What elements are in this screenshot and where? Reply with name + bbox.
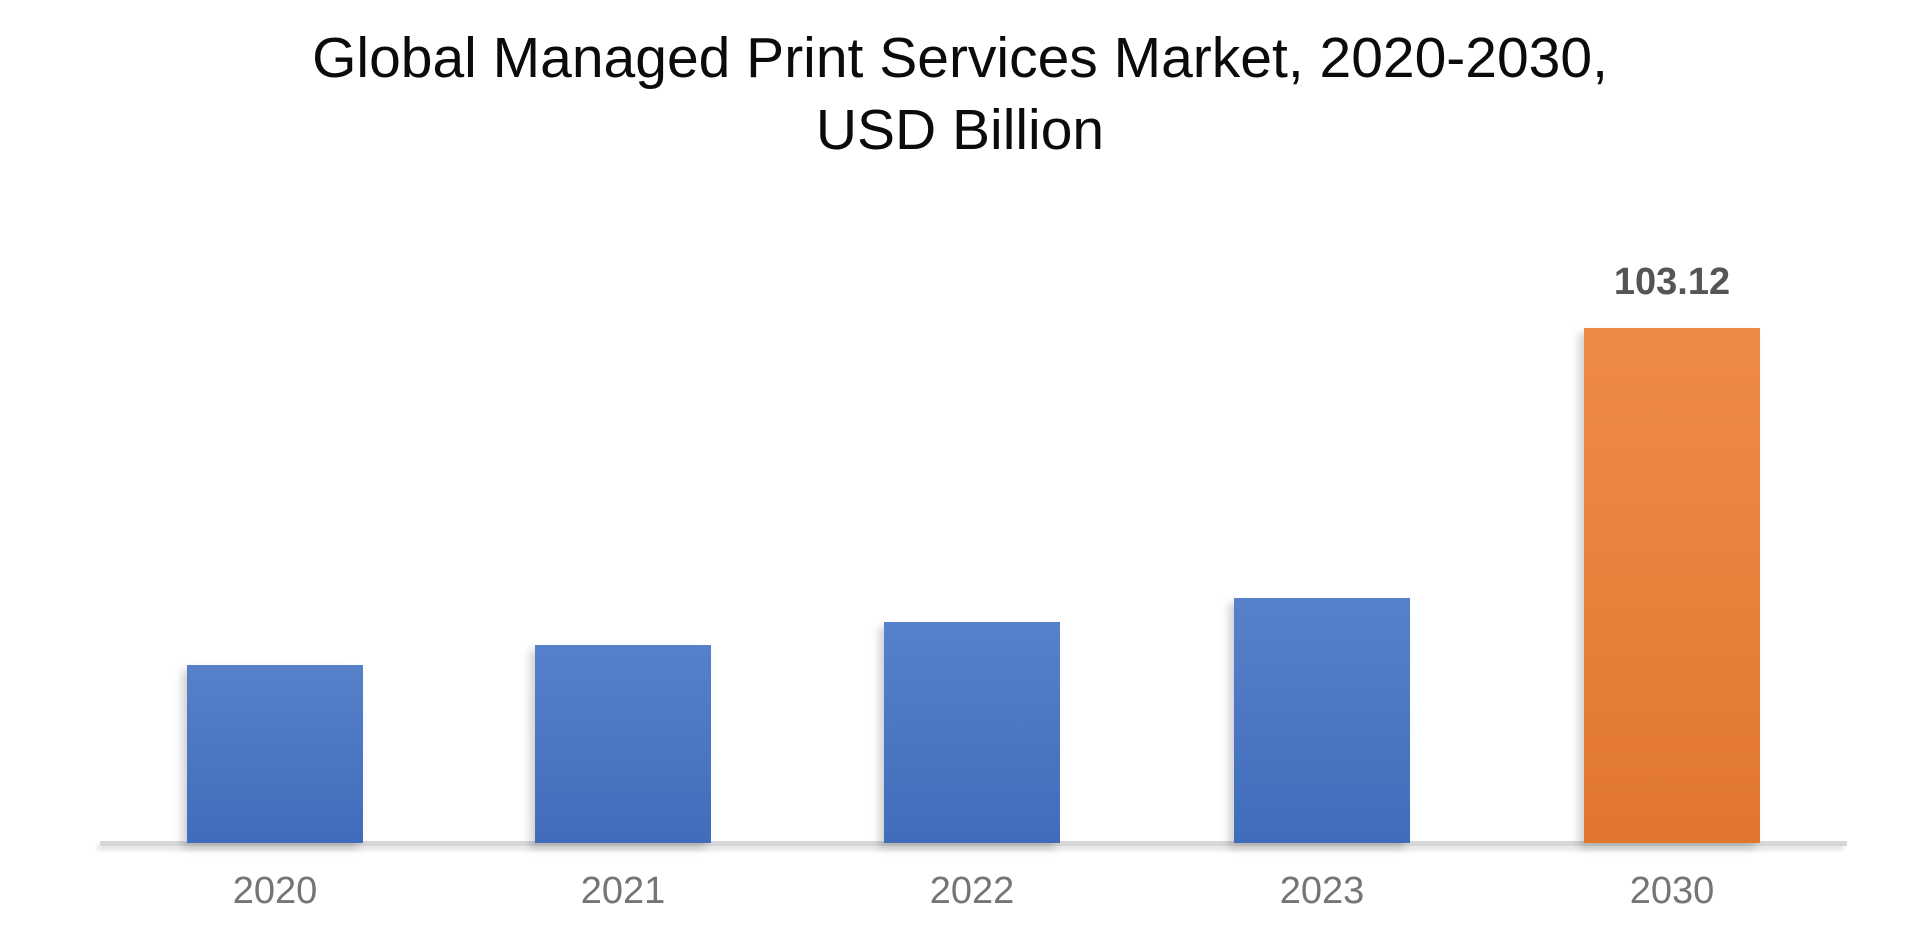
bar-2021 xyxy=(535,645,711,843)
x-axis-label-2021: 2021 xyxy=(580,870,666,912)
bar-2030 xyxy=(1584,328,1760,843)
x-axis-label-2030: 2030 xyxy=(1629,870,1715,912)
x-axis-label-2022: 2022 xyxy=(929,870,1015,912)
chart-title: Global Managed Print Services Market, 20… xyxy=(312,26,1608,162)
x-axis-label-2023: 2023 xyxy=(1279,870,1365,912)
bar-2020 xyxy=(187,665,363,843)
bar-2022 xyxy=(884,622,1060,843)
x-axis-label-2020: 2020 xyxy=(232,870,318,912)
bar-2023 xyxy=(1234,598,1410,843)
x-axis-line xyxy=(100,841,1847,846)
data-label-2030: 103.12 xyxy=(1613,261,1731,303)
